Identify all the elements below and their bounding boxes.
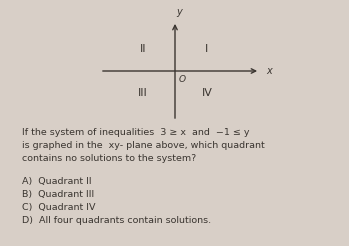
Text: I: I <box>205 44 209 54</box>
Text: contains no solutions to the system?: contains no solutions to the system? <box>22 154 196 163</box>
Text: x: x <box>266 66 272 76</box>
Text: B)  Quadrant III: B) Quadrant III <box>22 190 94 199</box>
Text: II: II <box>140 44 146 54</box>
Text: O: O <box>179 75 186 84</box>
Text: III: III <box>138 88 148 98</box>
Text: is graphed in the  xy- plane above, which quadrant: is graphed in the xy- plane above, which… <box>22 141 265 150</box>
Text: y: y <box>176 7 182 17</box>
Text: D)  All four quadrants contain solutions.: D) All four quadrants contain solutions. <box>22 216 211 225</box>
Text: If the system of inequalities  3 ≥ x  and  −1 ≤ y: If the system of inequalities 3 ≥ x and … <box>22 128 250 137</box>
Text: C)  Quadrant IV: C) Quadrant IV <box>22 203 96 212</box>
Text: IV: IV <box>202 88 213 98</box>
Text: A)  Quadrant II: A) Quadrant II <box>22 177 92 186</box>
